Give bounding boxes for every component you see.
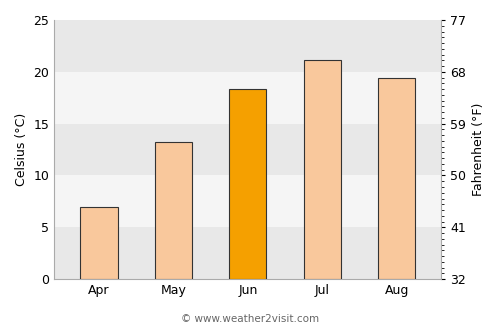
- Bar: [54, 227, 442, 279]
- Bar: [229, 89, 266, 279]
- Bar: [54, 72, 442, 124]
- Bar: [54, 124, 442, 176]
- Bar: [155, 142, 192, 279]
- Bar: [304, 60, 341, 279]
- Text: © www.weather2visit.com: © www.weather2visit.com: [181, 314, 319, 324]
- Bar: [378, 78, 416, 279]
- Bar: [54, 20, 442, 72]
- Bar: [80, 207, 118, 279]
- Bar: [54, 176, 442, 227]
- Y-axis label: Celsius (°C): Celsius (°C): [15, 113, 28, 186]
- Y-axis label: Fahrenheit (°F): Fahrenheit (°F): [472, 103, 485, 196]
